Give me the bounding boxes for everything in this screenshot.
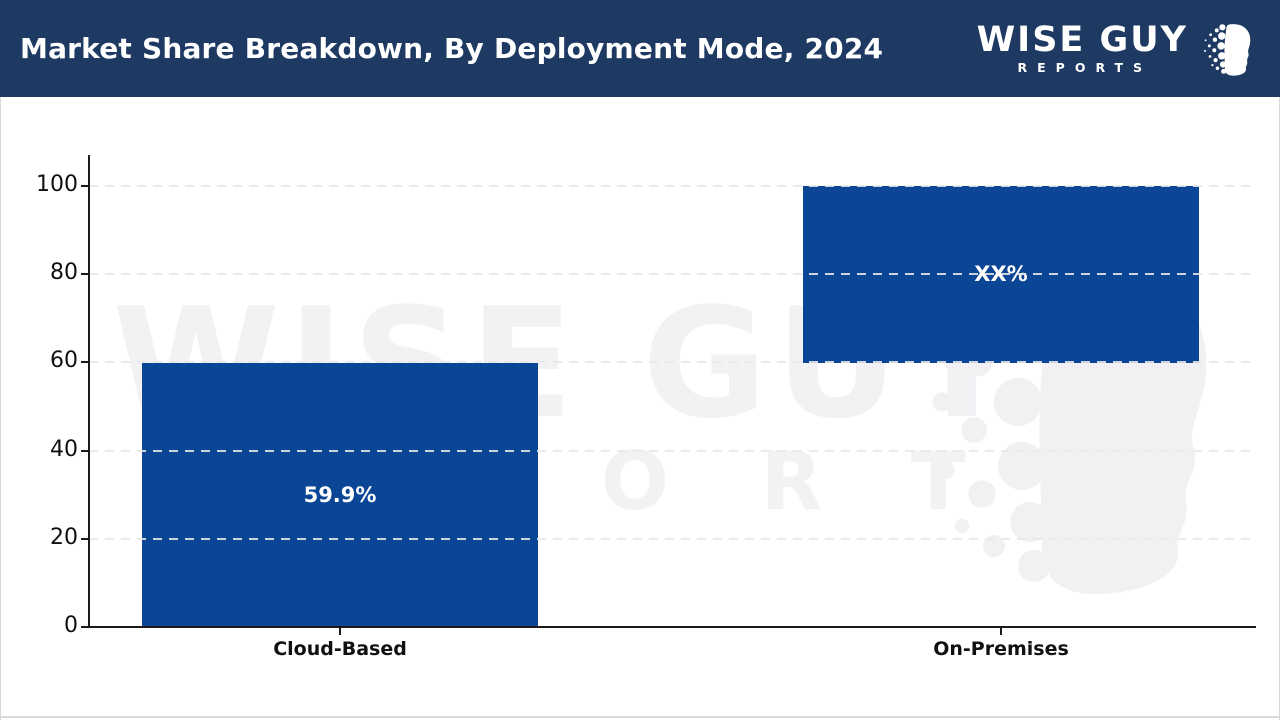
logo-wordmark: WISE GUY [976, 19, 1188, 60]
y-tick-label-100: 100 [36, 172, 78, 197]
gridline-40 [89, 449, 1256, 452]
gridline-100 [89, 185, 1256, 187]
y-tick-label-20: 20 [50, 524, 78, 550]
gridline-60 [89, 361, 1256, 364]
y-tick-100 [81, 185, 89, 187]
dotted-face-icon [1204, 23, 1251, 76]
y-tick-0 [81, 626, 89, 628]
y-tick-20 [81, 537, 89, 540]
bar-value-label-cloud-based: 59.9% [303, 482, 377, 507]
y-tick-80 [81, 273, 89, 276]
x-tick-cloud-based [339, 627, 342, 635]
gridline-80 [89, 273, 1256, 276]
y-tick-label-60: 60 [50, 348, 78, 374]
x-axis-spine [89, 626, 1256, 628]
bar-cloud-based: 59.9% [142, 362, 538, 627]
y-tick-60 [81, 361, 89, 364]
y-axis-spine [88, 155, 90, 628]
logo-text: WISE GUY REPORTS [976, 19, 1188, 75]
x-category-label-cloud-based: Cloud-Based [273, 638, 407, 660]
left-edge-line [0, 97, 1, 720]
page-title: Market Share Breakdown, By Deployment Mo… [20, 32, 884, 65]
y-tick-label-0: 0 [64, 613, 78, 638]
x-tick-on-premises [1000, 627, 1002, 635]
x-category-label-on-premises: On-Premises [933, 638, 1069, 660]
header-bar: Market Share Breakdown, By Deployment Mo… [0, 0, 1280, 97]
y-tick-label-40: 40 [50, 436, 78, 462]
y-tick-40 [81, 449, 89, 452]
wise-guy-logo: WISE GUY REPORTS [977, 12, 1254, 86]
bottom-edge-line [0, 716, 1280, 718]
gridline-20 [89, 537, 1256, 540]
y-tick-label-80: 80 [50, 260, 78, 286]
logo-subtitle: REPORTS [1017, 59, 1153, 75]
